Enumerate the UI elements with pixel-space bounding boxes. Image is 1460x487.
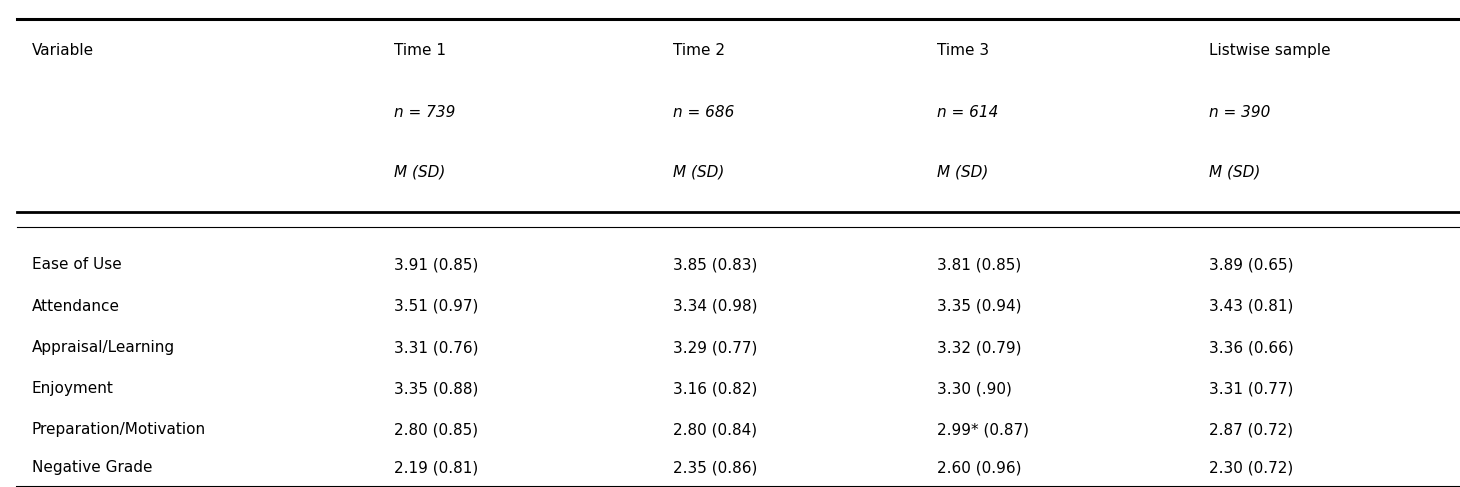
Text: n = 686: n = 686 — [673, 105, 734, 120]
Text: M (SD): M (SD) — [937, 165, 988, 180]
Text: 3.30 (.90): 3.30 (.90) — [937, 381, 1012, 396]
Text: Time 3: Time 3 — [937, 43, 990, 58]
Text: 2.99* (0.87): 2.99* (0.87) — [937, 422, 1029, 437]
Text: 2.60 (0.96): 2.60 (0.96) — [937, 460, 1022, 475]
Text: 3.16 (0.82): 3.16 (0.82) — [673, 381, 758, 396]
Text: n = 739: n = 739 — [394, 105, 456, 120]
Text: Appraisal/Learning: Appraisal/Learning — [32, 340, 175, 355]
Text: 3.32 (0.79): 3.32 (0.79) — [937, 340, 1022, 355]
Text: 3.81 (0.85): 3.81 (0.85) — [937, 258, 1022, 273]
Text: Ease of Use: Ease of Use — [32, 258, 121, 273]
Text: M (SD): M (SD) — [673, 165, 724, 180]
Text: M (SD): M (SD) — [394, 165, 445, 180]
Text: M (SD): M (SD) — [1209, 165, 1260, 180]
Text: 3.36 (0.66): 3.36 (0.66) — [1209, 340, 1294, 355]
Text: Negative Grade: Negative Grade — [32, 460, 152, 475]
Text: 2.80 (0.84): 2.80 (0.84) — [673, 422, 756, 437]
Text: 3.51 (0.97): 3.51 (0.97) — [394, 299, 477, 314]
Text: 3.35 (0.88): 3.35 (0.88) — [394, 381, 477, 396]
Text: 2.87 (0.72): 2.87 (0.72) — [1209, 422, 1294, 437]
Text: 2.35 (0.86): 2.35 (0.86) — [673, 460, 758, 475]
Text: 3.31 (0.77): 3.31 (0.77) — [1209, 381, 1294, 396]
Text: 3.85 (0.83): 3.85 (0.83) — [673, 258, 758, 273]
Text: 2.30 (0.72): 2.30 (0.72) — [1209, 460, 1294, 475]
Text: 3.31 (0.76): 3.31 (0.76) — [394, 340, 479, 355]
Text: Preparation/Motivation: Preparation/Motivation — [32, 422, 206, 437]
Text: Listwise sample: Listwise sample — [1209, 43, 1332, 58]
Text: 2.80 (0.85): 2.80 (0.85) — [394, 422, 477, 437]
Text: Attendance: Attendance — [32, 299, 120, 314]
Text: n = 390: n = 390 — [1209, 105, 1270, 120]
Text: 3.35 (0.94): 3.35 (0.94) — [937, 299, 1022, 314]
Text: n = 614: n = 614 — [937, 105, 999, 120]
Text: 3.43 (0.81): 3.43 (0.81) — [1209, 299, 1294, 314]
Text: Variable: Variable — [32, 43, 93, 58]
Text: Time 2: Time 2 — [673, 43, 724, 58]
Text: 2.19 (0.81): 2.19 (0.81) — [394, 460, 477, 475]
Text: 3.29 (0.77): 3.29 (0.77) — [673, 340, 758, 355]
Text: 3.91 (0.85): 3.91 (0.85) — [394, 258, 477, 273]
Text: 3.89 (0.65): 3.89 (0.65) — [1209, 258, 1294, 273]
Text: Time 1: Time 1 — [394, 43, 445, 58]
Text: Enjoyment: Enjoyment — [32, 381, 114, 396]
Text: 3.34 (0.98): 3.34 (0.98) — [673, 299, 758, 314]
